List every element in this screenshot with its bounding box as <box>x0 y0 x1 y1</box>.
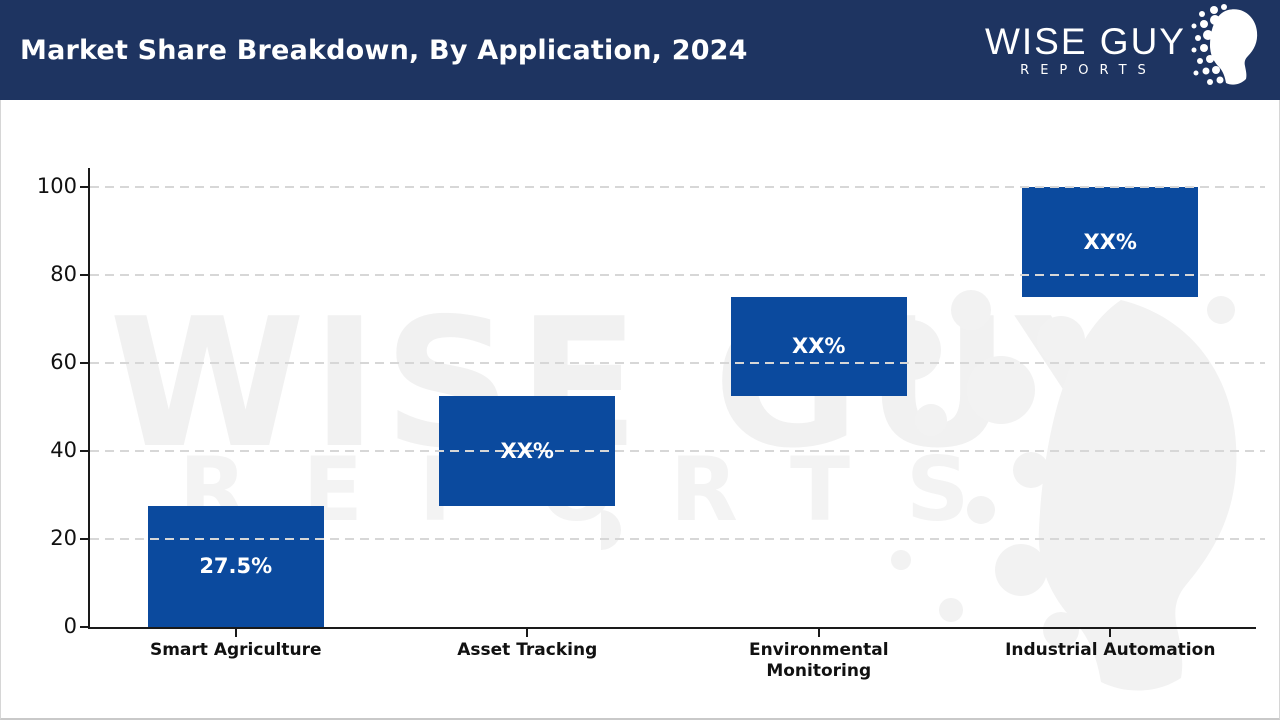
y-tick-label: 20 <box>50 526 77 550</box>
watermark-head-icon <box>581 180 1279 704</box>
logo-line1: WISE GUY <box>984 21 1186 62</box>
y-tick-mark <box>80 362 88 364</box>
x-category-label: Asset Tracking <box>457 640 598 660</box>
y-tick-mark <box>80 450 88 452</box>
x-category-label: Industrial Automation <box>1005 640 1216 660</box>
y-tick-mark <box>80 538 88 540</box>
y-tick-label: 60 <box>50 350 77 374</box>
bar-value-label: XX% <box>1083 230 1137 254</box>
y-tick-label: 80 <box>50 262 77 286</box>
x-category-label: Smart Agriculture <box>149 640 322 660</box>
bar-value-label: XX% <box>792 334 846 358</box>
y-tick-mark <box>80 186 88 188</box>
y-tick-label: 40 <box>50 438 77 462</box>
x-tick-mark <box>526 629 529 637</box>
y-tick-mark <box>80 626 88 628</box>
logo-head-icon <box>1188 4 1262 96</box>
logo-wordmark: WISE GUY REPORTS <box>985 23 1186 77</box>
y-tick-label: 100 <box>36 174 77 198</box>
y-tick-mark <box>80 274 88 276</box>
x-tick-mark <box>234 629 237 637</box>
waterfall-bar <box>1022 187 1199 297</box>
x-axis-line <box>88 627 1256 629</box>
chart-title: Market Share Breakdown, By Application, … <box>20 34 748 66</box>
logo-line2: REPORTS <box>1020 63 1157 78</box>
gridline <box>90 362 1265 364</box>
x-tick-mark <box>817 629 820 637</box>
x-tick-mark <box>1109 629 1112 637</box>
gridline <box>90 274 1265 276</box>
gridline <box>90 538 1265 540</box>
waterfall-bar <box>730 297 907 396</box>
gridline <box>90 450 1265 452</box>
bar-value-label: 27.5% <box>199 554 273 578</box>
y-axis-line <box>88 168 90 629</box>
chart-area: WISE GUY REPORTS 02040608010027.5%Smart … <box>0 100 1280 720</box>
waterfall-bar <box>147 506 324 627</box>
x-category-label: Environmental Monitoring <box>748 640 889 682</box>
y-tick-label: 0 <box>63 614 77 638</box>
bar-value-label: XX% <box>500 439 554 463</box>
gridline <box>90 186 1265 188</box>
header-bar: Market Share Breakdown, By Application, … <box>0 0 1280 100</box>
wiseguy-logo: WISE GUY REPORTS <box>985 4 1262 96</box>
